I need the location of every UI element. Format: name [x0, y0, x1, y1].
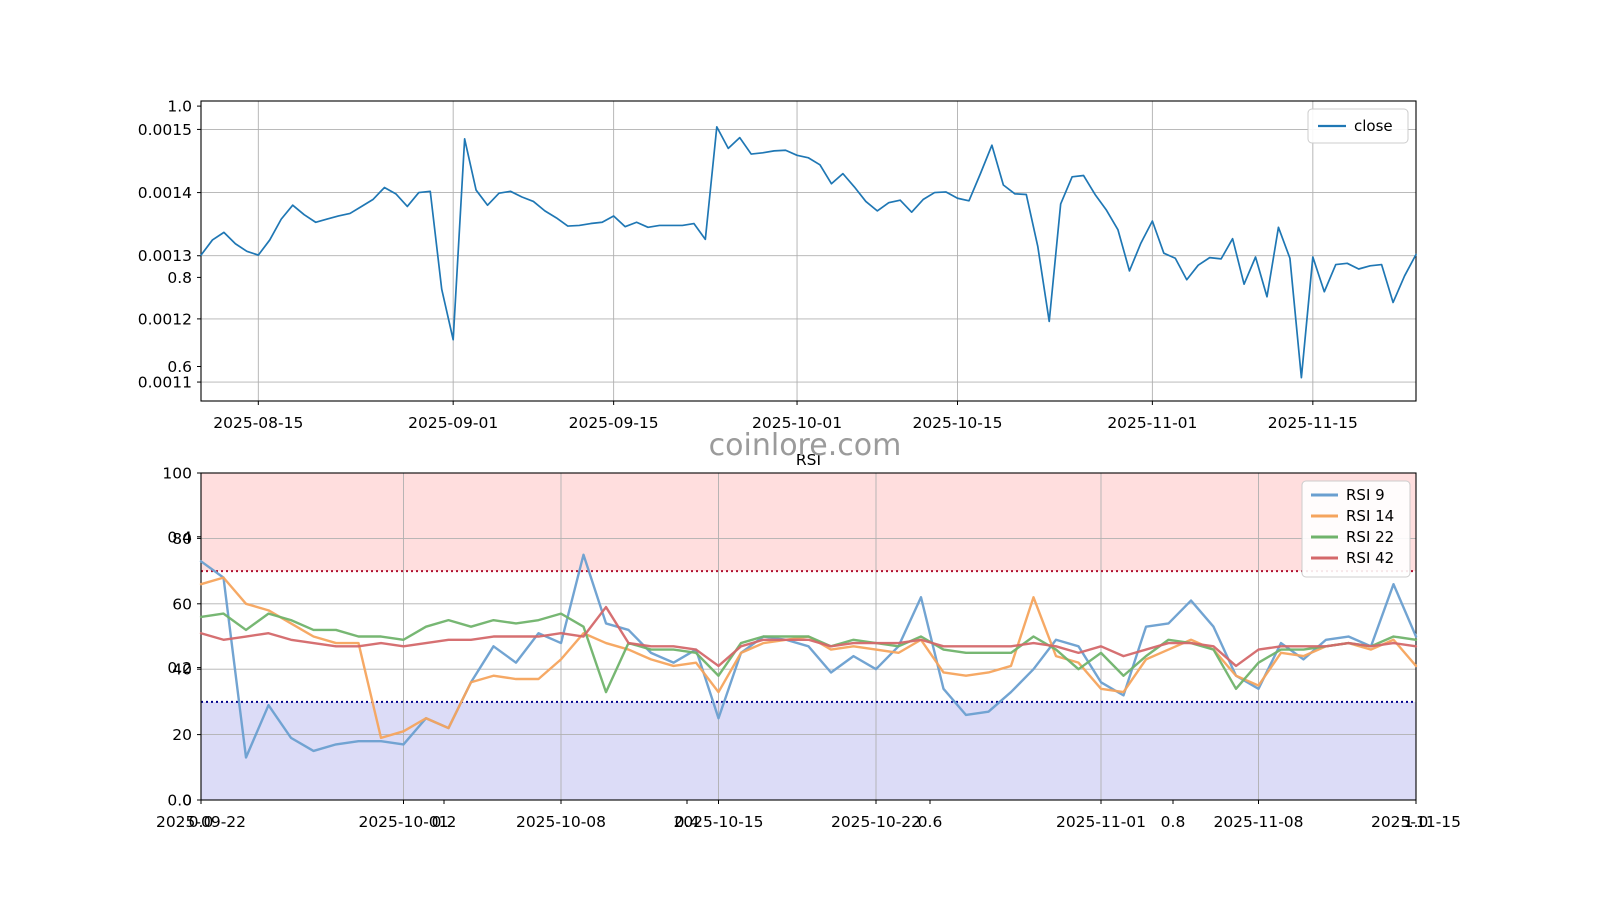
rsi-secondary-ytick-label: 0.4: [167, 528, 192, 546]
price-xtick-label: 2025-08-15: [213, 414, 303, 432]
rsi-secondary-ytick-label: 0.2: [167, 659, 192, 677]
rsi-secondary-ytick-label: 0.0: [167, 792, 192, 810]
rsi-xtick-label: 2025-09-22: [156, 813, 246, 831]
price-xtick-label: 2025-09-15: [569, 414, 659, 432]
price-ytick-label: 0.0013: [138, 247, 192, 265]
price-xtick-label: 2025-10-15: [912, 414, 1002, 432]
price-secondary-ytick-label: 0.6: [167, 358, 192, 376]
rsi-ytick-label: 80: [172, 530, 192, 548]
rsi-ytick-label: 40: [172, 661, 192, 679]
rsi-secondary-xtick-label: 0.8: [1161, 813, 1186, 831]
rsi-secondary-xtick-label: 0.0: [189, 813, 214, 831]
price-ytick-label: 0.0011: [138, 374, 192, 392]
rsi-band-oversold: [201, 701, 1416, 800]
price-legend-label: close: [1354, 117, 1393, 135]
rsi-series-rsi-9: [199, 553, 1418, 759]
price-ytick-label: 0.0012: [138, 310, 192, 328]
rsi-xtick-label: 2025-10-15: [673, 813, 763, 831]
price-ytick-label: 0.0015: [138, 121, 192, 139]
rsi-xtick-label: 2025-11-01: [1056, 813, 1146, 831]
price-axes-frame: [200, 100, 1417, 402]
price-secondary-ytick-label: 0.8: [167, 269, 192, 287]
rsi-xtick-label: 2025-11-08: [1213, 813, 1303, 831]
price-xtick-label: 2025-10-01: [752, 414, 842, 432]
rsi-ytick-label: 100: [162, 465, 192, 483]
price-xtick-label: 2025-09-01: [408, 414, 498, 432]
rsi-legend-box: [1301, 480, 1411, 578]
price-secondary-ytick-label: 1.0: [167, 98, 192, 116]
rsi-secondary-xtick-label: 0.6: [918, 813, 943, 831]
rsi-secondary-xtick-label: 0.4: [675, 813, 700, 831]
rsi-legend-label: RSI 14: [1346, 507, 1394, 525]
rsi-band-overbought: [201, 473, 1416, 572]
rsi-xtick-label: 2025-11-15: [1371, 813, 1461, 831]
rsi-xtick-label: 2025-10-08: [516, 813, 606, 831]
rsi-legend-label: RSI 9: [1346, 486, 1385, 504]
rsi-ytick-label: 20: [172, 726, 192, 744]
rsi-legend-label: RSI 22: [1346, 528, 1394, 546]
rsi-panel-title: RSI: [796, 451, 821, 469]
rsi-series-rsi-22: [199, 612, 1418, 694]
rsi-ytick-label: 60: [172, 595, 192, 613]
rsi-series-rsi-42: [199, 605, 1418, 668]
price-series-close: [200, 126, 1417, 379]
price-legend: close: [1307, 108, 1409, 144]
rsi-xtick-label: 2025-10-22: [831, 813, 921, 831]
rsi-legend-label: RSI 42: [1346, 549, 1394, 567]
rsi-secondary-xtick-label: 0.2: [432, 813, 457, 831]
rsi-panel: 0 20 40 60 80 100 2025-09-22 2025-10-01 2025-10-…: [156, 451, 1461, 831]
watermark-text: coinlore.com: [709, 428, 902, 463]
price-panel: 0.0011 0.0012 0.0013 0.0014 0.0015 2025-08-15…: [138, 98, 1417, 432]
rsi-ytick-label: 0: [182, 792, 192, 810]
price-xtick-label: 2025-11-15: [1268, 414, 1358, 432]
price-xtick-label: 2025-11-01: [1107, 414, 1197, 432]
rsi-xtick-label: 2025-10-01: [358, 813, 448, 831]
price-legend-box: [1307, 108, 1409, 144]
rsi-secondary-xtick-label: 1.0: [1404, 813, 1429, 831]
price-ytick-label: 0.0014: [138, 184, 192, 202]
rsi-legend: RSI 9 RSI 14 RSI 22 RSI 42: [1301, 480, 1411, 578]
